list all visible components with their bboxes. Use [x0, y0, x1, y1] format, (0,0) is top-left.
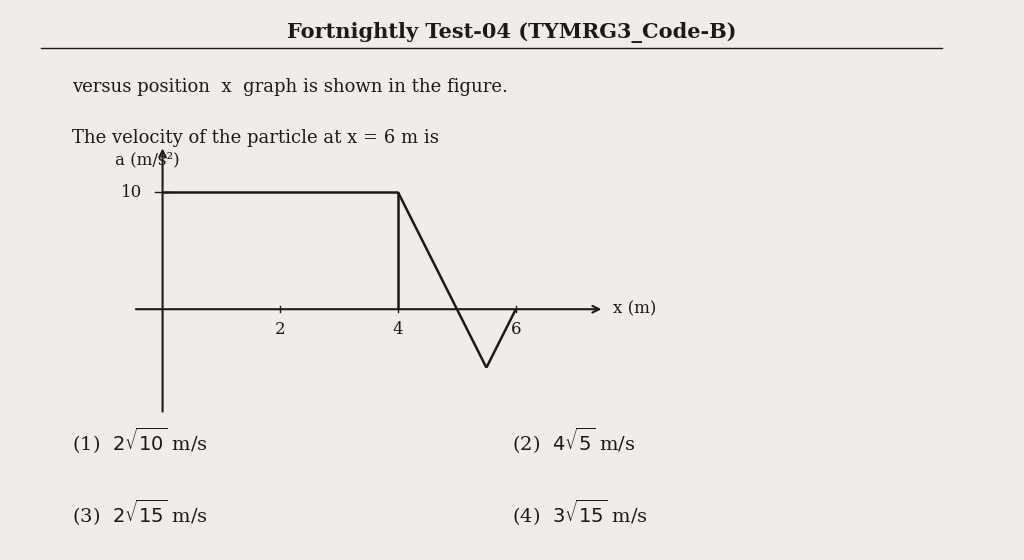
Text: a (m/s²): a (m/s²) — [116, 151, 180, 169]
Text: 4: 4 — [393, 321, 403, 338]
Text: x (m): x (m) — [613, 301, 656, 318]
Text: (4)  $3\sqrt{15}$ m/s: (4) $3\sqrt{15}$ m/s — [512, 498, 648, 529]
Text: Fortnightly Test-04 (TYMRG3_Code-B): Fortnightly Test-04 (TYMRG3_Code-B) — [288, 22, 736, 44]
Text: 6: 6 — [511, 321, 521, 338]
Text: (2)  $4\sqrt{5}$ m/s: (2) $4\sqrt{5}$ m/s — [512, 426, 636, 456]
Text: (3)  $2\sqrt{15}$ m/s: (3) $2\sqrt{15}$ m/s — [72, 498, 208, 529]
Text: The velocity of the particle at x = 6 m is: The velocity of the particle at x = 6 m … — [72, 129, 438, 147]
Text: versus position  x  graph is shown in the figure.: versus position x graph is shown in the … — [72, 78, 508, 96]
Text: (1)  $2\sqrt{10}$ m/s: (1) $2\sqrt{10}$ m/s — [72, 426, 208, 456]
Text: 2: 2 — [275, 321, 286, 338]
Text: 10: 10 — [121, 184, 142, 201]
